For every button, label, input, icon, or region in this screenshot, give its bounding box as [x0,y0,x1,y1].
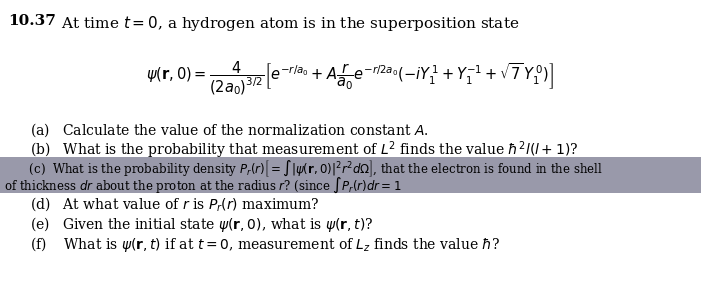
Text: (e)   Given the initial state $\psi(\mathbf{r}, 0)$, what is $\psi(\mathbf{r}, t: (e) Given the initial state $\psi(\mathb… [30,215,373,234]
Text: of thickness $dr$ about the proton at the radius $r$? (since $\int P_r(r)dr = 1$: of thickness $dr$ about the proton at th… [4,176,402,195]
Text: At time $t = 0$, a hydrogen atom is in the superposition state: At time $t = 0$, a hydrogen atom is in t… [52,14,519,33]
Bar [0,157,701,193]
Text: (a)   Calculate the value of the normalization constant $A$.: (a) Calculate the value of the normaliza… [30,121,428,139]
Text: (f)    What is $\psi(\mathbf{r}, t)$ if at $t = 0$, measurement of $L_z$ finds t: (f) What is $\psi(\mathbf{r}, t)$ if at … [30,235,501,254]
Text: 10.37: 10.37 [8,14,56,28]
Text: $\psi(\mathbf{r}, 0) = \dfrac{4}{(2a_0)^{3/2}}\left[e^{-r/a_0} + A\dfrac{r}{a_0}: $\psi(\mathbf{r}, 0) = \dfrac{4}{(2a_0)^… [146,59,554,97]
Text: (c)  What is the probability density $P_r(r)\left[= \int|\psi(\mathbf{r},0)|^2 r: (c) What is the probability density $P_r… [14,159,603,179]
Text: (b)   What is the probability that measurement of $L^2$ finds the value $\hbar^2: (b) What is the probability that measure… [30,139,578,161]
Text: (d)   At what value of $r$ is $P_r(r)$ maximum?: (d) At what value of $r$ is $P_r(r)$ max… [30,195,320,213]
